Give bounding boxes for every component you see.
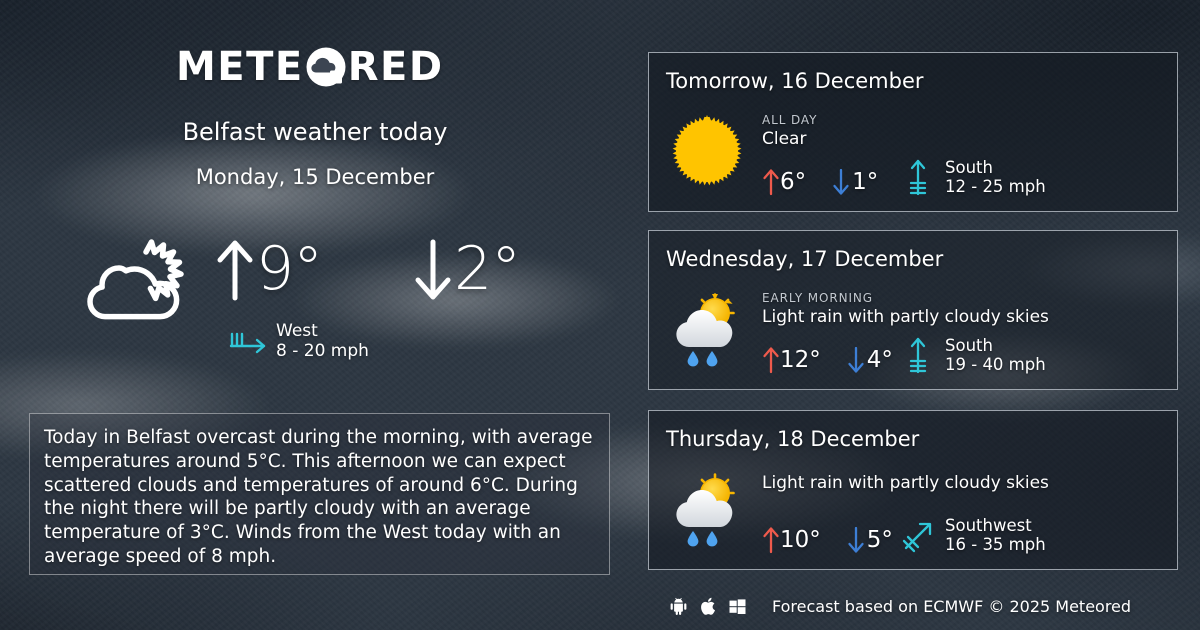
forecast-wind-speed: 16 - 35 mph bbox=[945, 535, 1046, 554]
arrow-up-icon bbox=[763, 527, 779, 554]
forecast-day: Thursday, 18 December bbox=[666, 427, 920, 451]
today-max-value: 9° bbox=[256, 234, 323, 304]
forecast-time-of-day: EARLY MORNING bbox=[762, 291, 873, 305]
today-panel: METE RED Belfast weather today Monday, 1… bbox=[0, 44, 630, 575]
arrow-up-icon bbox=[763, 169, 779, 196]
forecast-max-temp: 12° bbox=[762, 345, 821, 375]
meteored-logo[interactable]: METE RED bbox=[176, 44, 444, 90]
arrow-down-icon bbox=[848, 346, 864, 373]
today-description: Today in Belfast overcast during the mor… bbox=[44, 427, 593, 567]
today-min-temp: 2° bbox=[412, 234, 521, 304]
wind-arrow-north-icon bbox=[909, 159, 927, 196]
forecast-condition: Clear bbox=[762, 129, 807, 149]
today-max-temp: 9° bbox=[214, 234, 323, 304]
forecast-wind-speed: 12 - 25 mph bbox=[945, 177, 1046, 196]
forecast-min-value: 4° bbox=[866, 347, 893, 373]
forecast-wind-direction: Southwest bbox=[945, 515, 1032, 535]
arrow-up-icon bbox=[763, 347, 779, 374]
forecast-max-temp: 10° bbox=[762, 525, 821, 555]
today-min-value: 2° bbox=[454, 234, 521, 304]
page-title: Belfast weather today bbox=[182, 118, 448, 146]
forecast-temps: 12° 4° bbox=[762, 345, 893, 375]
forecast-card[interactable]: Tomorrow, 16 December bbox=[648, 52, 1178, 212]
forecast-max-temp: 6° bbox=[762, 167, 806, 197]
today-description-box: Today in Belfast overcast during the mor… bbox=[29, 413, 610, 575]
forecast-wind-direction: South bbox=[945, 157, 993, 177]
today-wind-speed: 8 - 20 mph bbox=[276, 340, 369, 361]
forecast-min-temp: 5° bbox=[847, 525, 893, 555]
today-summary-row: 9° 2° bbox=[0, 222, 630, 342]
apple-icon[interactable] bbox=[700, 597, 716, 616]
wind-arrow-north-icon bbox=[909, 337, 927, 374]
forecast-temps: 10° 5° bbox=[762, 525, 893, 555]
forecast-condition: Light rain with partly cloudy skies bbox=[762, 473, 1049, 493]
forecast-credit: Forecast based on ECMWF © 2025 Meteored bbox=[772, 596, 1132, 616]
forecast-wind: Southwest 16 - 35 mph bbox=[901, 515, 1046, 555]
partly-cloudy-outline-icon bbox=[82, 228, 198, 336]
forecast-wind-speed: 19 - 40 mph bbox=[945, 355, 1046, 374]
forecast-day: Tomorrow, 16 December bbox=[666, 69, 924, 93]
wind-arrow-east-icon bbox=[229, 332, 266, 353]
today-date: Monday, 15 December bbox=[195, 165, 435, 189]
windows-icon[interactable] bbox=[729, 598, 746, 615]
logo-text-right: RED bbox=[347, 44, 444, 90]
forecast-min-temp: 4° bbox=[847, 345, 893, 375]
arrow-down-icon bbox=[848, 526, 864, 553]
forecast-temps: 6° 1° bbox=[762, 167, 878, 197]
arrow-down-icon bbox=[415, 239, 451, 300]
today-wind-direction: West bbox=[276, 321, 318, 341]
os-icon-group bbox=[670, 597, 746, 616]
forecast-min-value: 1° bbox=[852, 169, 879, 195]
forecast-card[interactable]: Wednesday, 17 December bbox=[648, 230, 1178, 390]
forecast-wind: South 12 - 25 mph bbox=[901, 157, 1046, 197]
logo-text-left: METE bbox=[176, 44, 304, 90]
wind-arrow-northeast-icon bbox=[902, 522, 932, 553]
forecast-card[interactable]: Thursday, 18 December bbox=[648, 410, 1178, 570]
forecast-max-value: 12° bbox=[780, 347, 821, 373]
forecast-list: Tomorrow, 16 December bbox=[648, 0, 1178, 630]
forecast-time-of-day: ALL DAY bbox=[762, 113, 818, 127]
rain-sun-cloud-icon bbox=[669, 291, 745, 367]
footer: Forecast based on ECMWF © 2025 Meteored bbox=[648, 590, 1188, 622]
sun-icon bbox=[669, 113, 745, 189]
android-icon[interactable] bbox=[670, 597, 687, 615]
forecast-max-value: 10° bbox=[780, 527, 821, 553]
forecast-min-value: 5° bbox=[866, 527, 893, 553]
forecast-wind: South 19 - 40 mph bbox=[901, 335, 1046, 375]
forecast-max-value: 6° bbox=[780, 169, 807, 195]
arrow-down-icon bbox=[833, 168, 849, 195]
forecast-min-temp: 1° bbox=[832, 167, 878, 197]
today-wind: West 8 - 20 mph bbox=[228, 321, 369, 361]
arrow-up-icon bbox=[217, 240, 253, 301]
forecast-condition: Light rain with partly cloudy skies bbox=[762, 307, 1049, 327]
forecast-day: Wednesday, 17 December bbox=[666, 247, 944, 271]
rain-sun-cloud-icon bbox=[669, 471, 745, 547]
cloud-circle-icon bbox=[305, 46, 347, 88]
forecast-wind-direction: South bbox=[945, 335, 993, 355]
